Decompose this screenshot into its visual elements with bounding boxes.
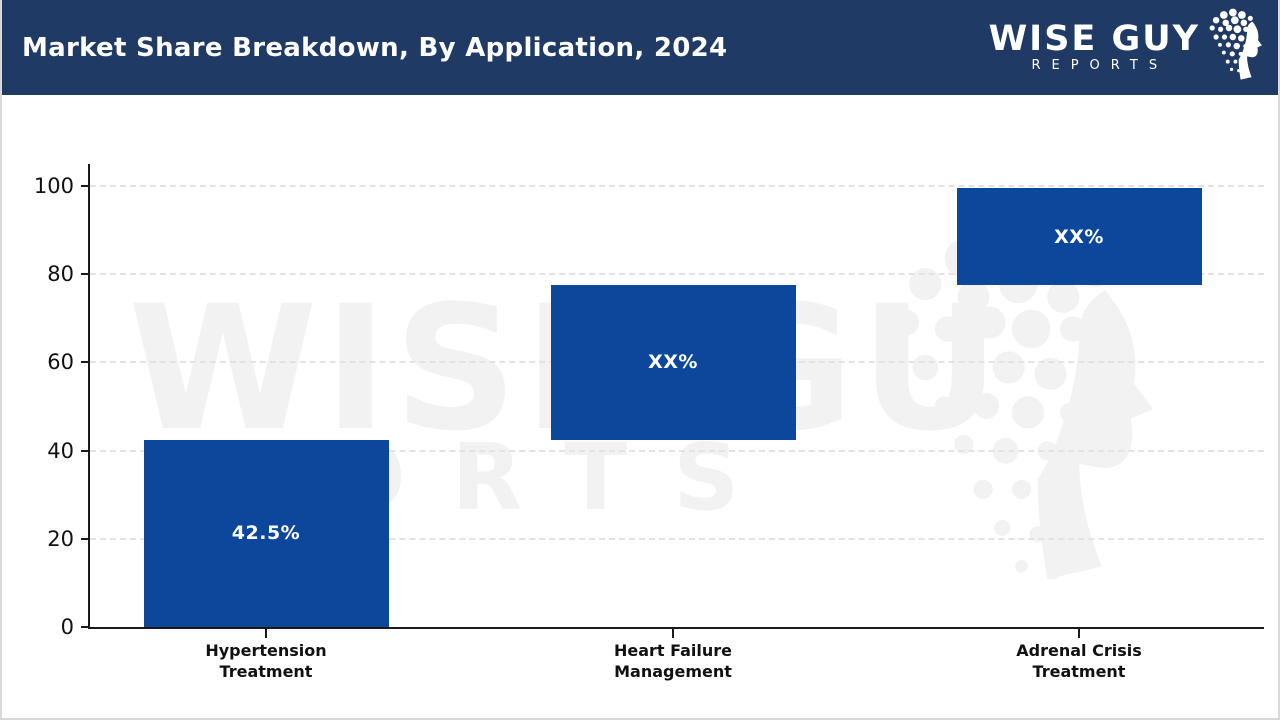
y-tick-label: 40 [47, 438, 74, 463]
x-tick-label: Adrenal Crisis Treatment [929, 640, 1229, 682]
brand-subname: REPORTS [1031, 57, 1169, 73]
y-tick-mark [81, 185, 90, 187]
y-tick-mark [81, 537, 90, 540]
x-axis-line [88, 627, 1264, 629]
grid-line [90, 449, 1264, 452]
bar-value-label: 42.5% [231, 522, 301, 545]
bar: 42.5% [143, 439, 389, 627]
bar-value-label: XX% [1054, 225, 1104, 248]
x-tick-mark [1078, 629, 1080, 638]
y-tick-mark [81, 449, 90, 452]
brand-face-dots-icon [1209, 8, 1262, 80]
x-tick-label: Heart Failure Management [523, 640, 823, 682]
y-tick-mark [81, 626, 90, 628]
x-tick-label-line: Management [614, 662, 732, 681]
x-tick-label-line: Treatment [1032, 662, 1126, 681]
grid-line [90, 185, 1264, 187]
y-tick-mark [81, 273, 90, 276]
x-tick-label-line: Heart Failure [613, 641, 733, 660]
x-tick-mark [265, 629, 267, 638]
y-tick-label: 60 [47, 350, 74, 375]
y-tick-label: 20 [47, 526, 74, 551]
y-tick-mark [81, 361, 90, 364]
brand-logo: WISE GUY REPORTS [989, 6, 1278, 90]
brand-logo-text: WISE GUY REPORTS [989, 21, 1200, 75]
y-tick-label: 0 [60, 615, 74, 639]
x-tick-label-line: Treatment [219, 662, 313, 681]
page-title: Market Share Breakdown, By Application, … [22, 32, 728, 63]
grid-line [90, 537, 1264, 540]
brand-name: WISE GUY [988, 18, 1200, 59]
bar: XX% [550, 285, 796, 440]
bar: XX% [956, 188, 1202, 286]
y-axis-line [88, 164, 90, 629]
y-tick-label: 100 [33, 174, 74, 198]
x-tick-label: Hypertension Treatment [116, 640, 416, 682]
header-bar: Market Share Breakdown, By Application, … [2, 0, 1278, 95]
x-tick-label-line: Adrenal Crisis [1016, 641, 1142, 660]
grid-line [90, 273, 1264, 276]
x-tick-label-line: Hypertension [205, 641, 327, 660]
bar-value-label: XX% [648, 351, 698, 374]
y-tick-label: 80 [47, 262, 74, 287]
x-tick-mark [672, 629, 674, 638]
